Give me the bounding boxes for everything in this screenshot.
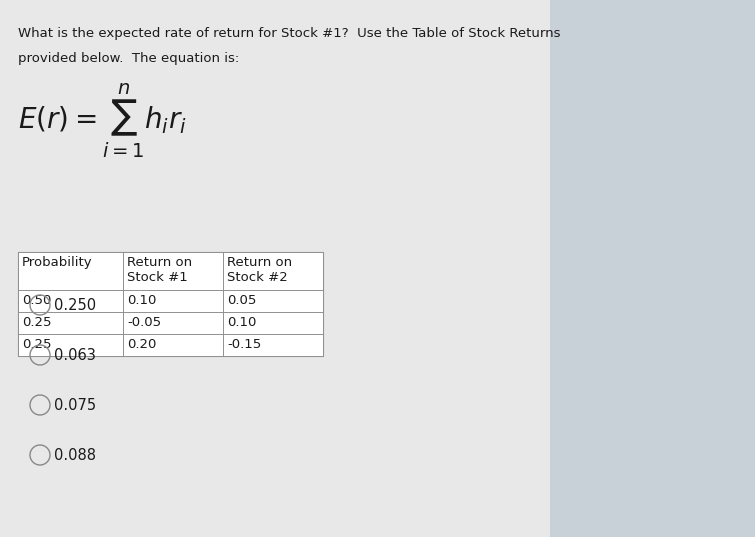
Text: 0.10: 0.10 xyxy=(127,294,156,307)
Text: $E(r) = \sum_{i=1}^{n} h_i r_i$: $E(r) = \sum_{i=1}^{n} h_i r_i$ xyxy=(18,82,186,160)
Text: 0.250: 0.250 xyxy=(54,297,96,313)
Bar xyxy=(123,252,223,290)
Bar xyxy=(18,290,123,312)
Text: 0.25: 0.25 xyxy=(22,337,51,351)
Text: 0.25: 0.25 xyxy=(22,316,51,329)
Text: 0.063: 0.063 xyxy=(54,347,96,362)
Bar xyxy=(223,312,323,334)
Bar xyxy=(123,334,223,356)
Bar xyxy=(223,252,323,290)
Bar xyxy=(223,334,323,356)
Text: 0.50: 0.50 xyxy=(22,294,51,307)
Text: -0.05: -0.05 xyxy=(127,316,161,329)
Bar xyxy=(123,290,223,312)
Text: 0.075: 0.075 xyxy=(54,397,96,412)
Text: Return on
Stock #1: Return on Stock #1 xyxy=(127,256,192,284)
Text: 0.10: 0.10 xyxy=(227,316,257,329)
Text: What is the expected rate of return for Stock #1?  Use the Table of Stock Return: What is the expected rate of return for … xyxy=(18,27,560,40)
Text: 0.05: 0.05 xyxy=(227,294,257,307)
Text: provided below.  The equation is:: provided below. The equation is: xyxy=(18,52,239,65)
Bar xyxy=(18,312,123,334)
Bar xyxy=(123,312,223,334)
Text: Probability: Probability xyxy=(22,256,93,269)
Bar xyxy=(18,252,323,356)
Text: 0.088: 0.088 xyxy=(54,447,96,462)
Bar xyxy=(18,252,123,290)
Bar xyxy=(18,334,123,356)
Text: 0.20: 0.20 xyxy=(127,337,156,351)
Text: -0.15: -0.15 xyxy=(227,337,261,351)
Text: Return on
Stock #2: Return on Stock #2 xyxy=(227,256,292,284)
FancyBboxPatch shape xyxy=(0,0,550,537)
Bar xyxy=(223,290,323,312)
